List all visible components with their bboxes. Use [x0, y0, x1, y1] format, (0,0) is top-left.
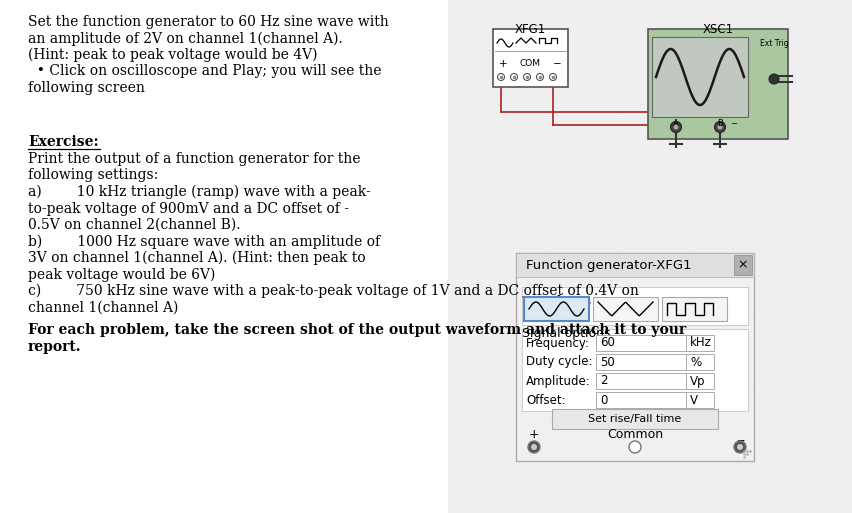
Bar	[596, 392, 686, 408]
Bar	[686, 392, 714, 408]
Text: XSC1: XSC1	[702, 23, 734, 36]
Text: Signal options: Signal options	[522, 327, 611, 340]
Text: A: A	[673, 119, 679, 128]
Circle shape	[769, 74, 779, 84]
Text: peak voltage would be 6V): peak voltage would be 6V)	[28, 267, 216, 282]
Text: Set the function generator to 60 Hz sine wave with: Set the function generator to 60 Hz sine…	[28, 15, 389, 29]
Bar	[493, 29, 568, 87]
Text: B: B	[717, 119, 723, 128]
Bar	[596, 335, 686, 351]
Text: For each problem, take the screen shot of the output waveform and attach it to y: For each problem, take the screen shot o…	[28, 323, 686, 337]
Bar	[686, 354, 714, 370]
Text: Vp: Vp	[690, 374, 705, 387]
Text: kHz: kHz	[690, 337, 712, 349]
Circle shape	[734, 441, 746, 453]
Bar	[686, 373, 714, 389]
Circle shape	[523, 73, 531, 81]
Circle shape	[715, 122, 726, 132]
Text: following screen: following screen	[28, 81, 145, 95]
Circle shape	[510, 73, 517, 81]
Text: 0.5V on channel 2(channel B).: 0.5V on channel 2(channel B).	[28, 218, 240, 232]
Circle shape	[629, 441, 641, 453]
Text: −: −	[730, 119, 737, 128]
Bar	[648, 29, 788, 139]
Text: %: %	[690, 356, 701, 368]
Text: (Hint: peak to peak voltage would be 4V): (Hint: peak to peak voltage would be 4V)	[28, 48, 318, 63]
Text: ×: ×	[738, 259, 748, 271]
Bar	[516, 253, 754, 277]
Bar	[596, 373, 686, 389]
Text: 60: 60	[600, 337, 615, 349]
Circle shape	[737, 444, 743, 450]
Bar	[524, 297, 589, 321]
Text: Set rise/Fall time: Set rise/Fall time	[589, 414, 682, 424]
Text: −: −	[553, 59, 562, 69]
Text: 0: 0	[600, 393, 607, 406]
Text: +: +	[499, 59, 508, 69]
Circle shape	[717, 125, 722, 129]
Text: following settings:: following settings:	[28, 168, 158, 183]
Text: Amplitude:: Amplitude:	[526, 374, 590, 387]
Text: to-peak voltage of 900mV and a DC offset of -: to-peak voltage of 900mV and a DC offset…	[28, 202, 349, 215]
Circle shape	[673, 125, 678, 129]
Text: 50: 50	[600, 356, 615, 368]
Bar	[522, 329, 748, 411]
Text: channel 1(channel A): channel 1(channel A)	[28, 301, 178, 314]
Text: 3V on channel 1(channel A). (Hint: then peak to: 3V on channel 1(channel A). (Hint: then …	[28, 251, 366, 265]
Text: Ext Trig: Ext Trig	[760, 39, 789, 48]
Text: an amplitude of 2V on channel 1(channel A).: an amplitude of 2V on channel 1(channel …	[28, 31, 343, 46]
Circle shape	[528, 441, 540, 453]
Text: 2: 2	[600, 374, 607, 387]
Text: Common: Common	[607, 428, 663, 442]
Circle shape	[550, 73, 556, 81]
Bar	[448, 0, 852, 513]
Circle shape	[531, 444, 537, 450]
Text: XFG1: XFG1	[515, 23, 545, 36]
Text: a)        10 kHz triangle (ramp) wave with a peak-: a) 10 kHz triangle (ramp) wave with a pe…	[28, 185, 371, 200]
Bar	[734, 255, 752, 275]
Circle shape	[498, 73, 504, 81]
Text: Frequency:: Frequency:	[526, 337, 590, 349]
Text: COM: COM	[520, 59, 540, 68]
Bar	[593, 297, 658, 321]
Text: • Click on oscilloscope and Play; you will see the: • Click on oscilloscope and Play; you wi…	[28, 65, 382, 78]
Text: Exercise:: Exercise:	[28, 135, 99, 149]
Bar	[686, 335, 714, 351]
Bar	[662, 297, 727, 321]
Circle shape	[537, 73, 544, 81]
Circle shape	[671, 122, 682, 132]
Text: report.: report.	[28, 340, 82, 353]
Text: c)        750 kHz sine wave with a peak-to-peak voltage of 1V and a DC offset of: c) 750 kHz sine wave with a peak-to-peak…	[28, 284, 639, 299]
Bar	[516, 253, 754, 461]
Text: V: V	[690, 393, 698, 406]
Bar	[552, 409, 718, 429]
Text: _: _	[737, 428, 743, 442]
Text: b)        1000 Hz square wave with an amplitude of: b) 1000 Hz square wave with an amplitude…	[28, 234, 380, 249]
Bar	[652, 37, 748, 117]
Text: +: +	[529, 428, 539, 442]
Bar	[596, 354, 686, 370]
Text: Duty cycle:: Duty cycle:	[526, 356, 592, 368]
Text: Print the output of a function generator for the: Print the output of a function generator…	[28, 152, 360, 166]
Text: Function generator-XFG1: Function generator-XFG1	[526, 259, 692, 271]
Bar	[522, 287, 748, 325]
Text: Waveforms: Waveforms	[522, 295, 592, 308]
Text: Offset:: Offset:	[526, 393, 566, 406]
